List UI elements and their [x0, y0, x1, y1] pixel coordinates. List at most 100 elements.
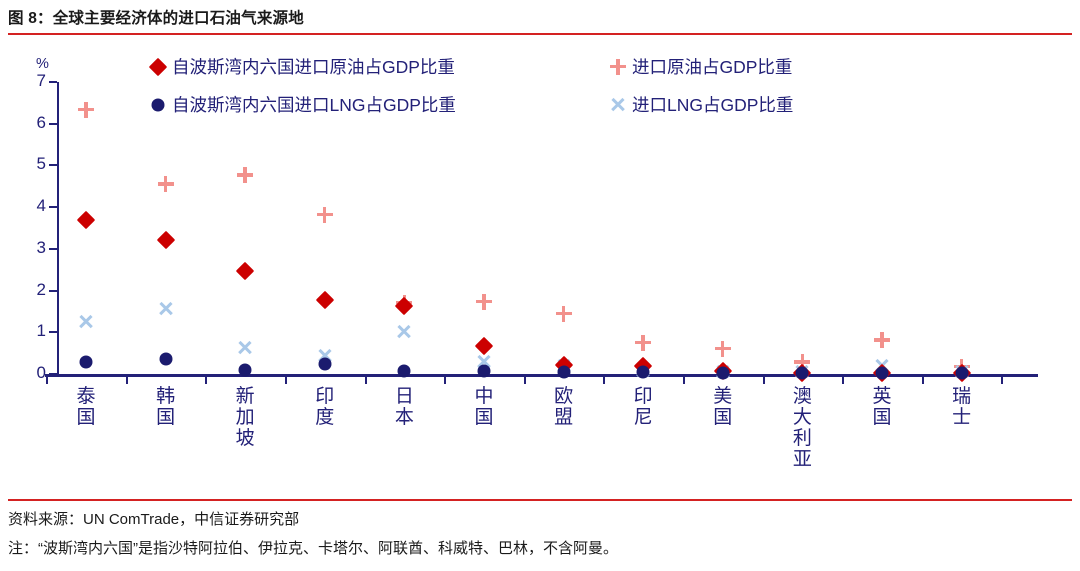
diamond-data-point [156, 230, 175, 249]
plus-data-point [316, 207, 333, 224]
cross-data-point [954, 364, 970, 380]
y-axis-line [57, 82, 59, 376]
cross-data-point [476, 354, 492, 370]
x-axis-category-label: 欧盟 [554, 386, 574, 428]
y-axis-tick [49, 289, 57, 292]
x-axis-line [45, 374, 1038, 377]
plus-data-point [555, 305, 572, 322]
plus-data-point [953, 358, 970, 375]
circle-data-point [79, 355, 93, 369]
legend-label-lng: 进口LNG占GDP比重 [632, 95, 794, 115]
x-axis-tick [762, 376, 765, 384]
legend-item-gulf-lng[interactable]: 自波斯湾内六国进口LNG占GDP比重 [150, 92, 456, 117]
chart-legend: 自波斯湾内六国进口原油占GDP比重 进口原油占GDP比重 自波斯湾内六国进口LN… [148, 48, 930, 117]
cross-data-point [317, 348, 333, 364]
plus-data-point [157, 176, 174, 193]
chart-plot-area: % 0 1 2 3 4 5 6 7 泰国 韩国 新加坡 印度 日本 中国 欧盟 印尼 美国 澳大利亚 英国 瑞士 自… [0, 36, 1080, 496]
diamond-data-point [633, 357, 653, 376]
cross-data-point [237, 340, 253, 356]
legend-label-gulf-lng: 自波斯湾内六国进口LNG占GDP比重 [172, 95, 456, 115]
x-axis-tick [523, 376, 526, 384]
cross-data-point [794, 364, 810, 380]
plus-data-point [714, 340, 731, 357]
y-axis-tick [49, 122, 57, 125]
x-axis-category-label: 美国 [713, 386, 733, 428]
plus-data-point [396, 295, 413, 312]
y-axis-tick-label: 1 [36, 321, 46, 341]
circle-data-point [955, 366, 969, 380]
y-axis-tick [49, 206, 57, 209]
cross-data-point [715, 364, 731, 380]
legend-label-crude: 进口原油占GDP比重 [632, 57, 793, 77]
x-axis-category-label: 印尼 [633, 386, 653, 428]
x-axis-tick [46, 376, 49, 384]
plus-marker-icon [610, 58, 626, 75]
cross-data-point [556, 358, 572, 374]
cross-data-point [635, 363, 651, 379]
x-axis-tick [125, 376, 128, 384]
y-axis-tick [49, 331, 57, 334]
circle-data-point [795, 366, 809, 380]
circle-data-point [159, 352, 173, 366]
x-axis-tick [842, 376, 845, 384]
y-axis-unit-label: % [36, 56, 49, 72]
figure-title-bar: 图 8：全球主要经济体的进口石油气来源地 [0, 0, 1080, 34]
page-title: 图 8：全球主要经济体的进口石油气来源地 [8, 10, 304, 27]
note-line: 注：“波斯湾内六国”是指沙特阿拉伯、伊拉克、卡塔尔、阿联酋、科威特、巴林，不含阿… [8, 540, 618, 557]
diamond-data-point [713, 361, 732, 380]
x-axis-tick [444, 376, 447, 384]
diamond-data-point [315, 290, 334, 309]
y-axis-tick-label: 4 [36, 196, 46, 216]
x-axis-tick [285, 376, 287, 384]
y-axis-tick-label: 7 [36, 71, 46, 90]
footer-divider-rule [8, 499, 1072, 501]
x-axis-tick [364, 376, 367, 384]
x-axis-category-label: 日本 [394, 386, 414, 428]
plus-data-point [794, 354, 811, 371]
y-axis-tick [49, 81, 57, 83]
circle-data-point [557, 365, 571, 379]
y-axis-tick [49, 373, 57, 375]
x-axis-category-label: 瑞士 [952, 386, 972, 428]
diamond-data-point [395, 297, 414, 316]
plus-data-point [237, 167, 254, 184]
x-axis-tick [1001, 376, 1004, 384]
cross-data-point [158, 301, 174, 317]
plus-data-point [78, 101, 94, 118]
plus-data-point [635, 334, 652, 351]
diamond-data-point [235, 261, 255, 280]
y-axis-tick [49, 247, 57, 250]
circle-data-point [318, 357, 332, 371]
x-axis-category-label: 澳大利亚 [792, 386, 812, 470]
plus-data-point [874, 332, 890, 349]
legend-label-gulf-crude: 自波斯湾内六国进口原油占GDP比重 [172, 57, 455, 77]
cross-data-point [396, 324, 412, 340]
cross-data-point [874, 358, 890, 374]
source-line: 资料来源：UN ComTrade，中信证券研究部 [8, 511, 300, 528]
cross-marker-icon [610, 97, 626, 113]
x-axis-tick [603, 376, 606, 384]
x-axis-category-label: 新加坡 [235, 386, 255, 449]
y-axis-tick [49, 164, 57, 167]
x-axis-tick [683, 376, 685, 384]
y-axis-tick-label: 2 [36, 279, 46, 299]
x-axis-tick [205, 376, 208, 384]
diamond-data-point [76, 210, 96, 229]
legend-item-crude[interactable]: 进口原油占GDP比重 [610, 54, 792, 79]
figure-footer: 资料来源：UN ComTrade，中信证券研究部 注：“波斯湾内六国”是指沙特阿… [8, 505, 1072, 563]
y-axis-tick-label: 0 [36, 363, 46, 382]
legend-item-gulf-crude[interactable]: 自波斯湾内六国进口原油占GDP比重 [148, 54, 455, 79]
circle-marker-icon [150, 97, 166, 113]
y-axis-tick-label: 6 [36, 112, 46, 132]
x-axis-tick [921, 376, 924, 384]
circle-data-point [875, 366, 889, 380]
legend-item-lng[interactable]: 进口LNG占GDP比重 [610, 92, 793, 117]
x-axis-category-label: 泰国 [76, 386, 96, 428]
cross-data-point [78, 314, 94, 330]
title-divider-rule [8, 33, 1072, 35]
x-axis-category-label: 印度 [315, 386, 335, 428]
diamond-marker-icon [148, 57, 168, 76]
x-axis-category-label: 韩国 [156, 386, 176, 428]
x-axis-category-label: 英国 [872, 386, 892, 428]
